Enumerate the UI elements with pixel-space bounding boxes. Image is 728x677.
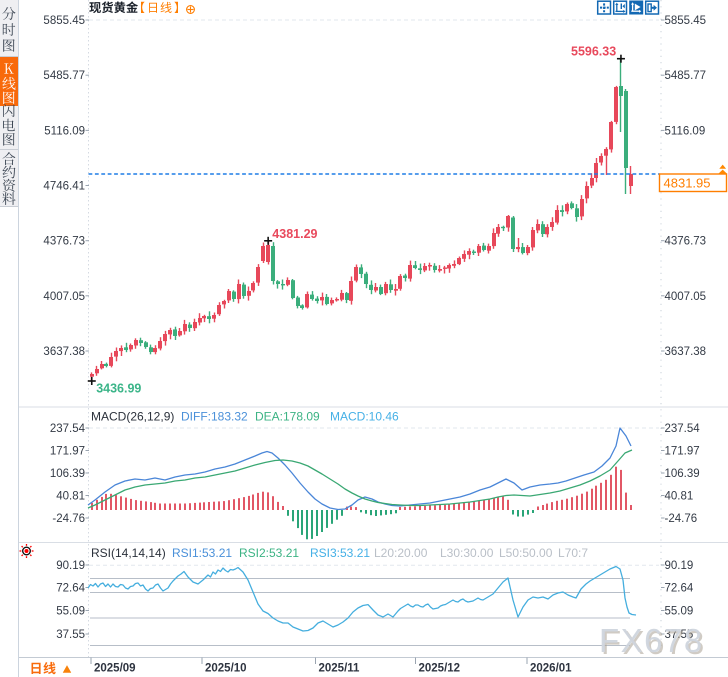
- svg-text:40.81: 40.81: [665, 491, 694, 503]
- svg-text:FX678: FX678: [599, 622, 704, 659]
- svg-text:5485.77: 5485.77: [665, 70, 707, 82]
- svg-text:RSI2:53.21: RSI2:53.21: [239, 546, 299, 560]
- svg-text:55.09: 55.09: [665, 606, 694, 618]
- svg-text:L30:30.00: L30:30.00: [440, 546, 494, 560]
- svg-text:106.39: 106.39: [665, 468, 700, 480]
- svg-text:-24.76: -24.76: [665, 513, 698, 525]
- svg-text:4007.05: 4007.05: [43, 291, 85, 303]
- svg-text:FX678: FX678: [601, 624, 706, 661]
- svg-text:55.09: 55.09: [56, 606, 85, 618]
- svg-text:4007.05: 4007.05: [665, 291, 707, 303]
- svg-text:RSI(14,14,14): RSI(14,14,14): [91, 546, 166, 560]
- svg-text:5596.33: 5596.33: [571, 45, 616, 59]
- svg-text:90.19: 90.19: [665, 560, 694, 572]
- svg-text:RSI1:53.21: RSI1:53.21: [172, 546, 232, 560]
- svg-text:237.54: 237.54: [665, 423, 701, 435]
- svg-text:3637.38: 3637.38: [43, 346, 85, 358]
- svg-text:3436.99: 3436.99: [96, 382, 141, 396]
- svg-text:37.55: 37.55: [665, 629, 694, 641]
- svg-text:4746.41: 4746.41: [43, 181, 85, 193]
- svg-text:2025/10: 2025/10: [205, 663, 247, 675]
- svg-text:5485.77: 5485.77: [43, 70, 85, 82]
- svg-text:5116.09: 5116.09: [44, 125, 85, 137]
- svg-text:4381.29: 4381.29: [272, 227, 317, 241]
- svg-text:2026/01: 2026/01: [530, 663, 572, 675]
- svg-text:237.54: 237.54: [50, 423, 86, 435]
- svg-text:37.55: 37.55: [56, 629, 85, 641]
- svg-text:L70:7: L70:7: [558, 546, 588, 560]
- svg-text:L20:20.00: L20:20.00: [374, 546, 428, 560]
- svg-text:106.39: 106.39: [50, 468, 85, 480]
- svg-text:2025/09: 2025/09: [94, 663, 136, 675]
- svg-text:72.64: 72.64: [665, 583, 694, 595]
- svg-text:4376.73: 4376.73: [665, 236, 707, 248]
- svg-text:171.97: 171.97: [665, 446, 700, 458]
- svg-text:90.19: 90.19: [56, 560, 85, 572]
- svg-text:72.64: 72.64: [56, 583, 85, 595]
- svg-text:-24.76: -24.76: [52, 513, 85, 525]
- svg-text:4376.73: 4376.73: [43, 236, 85, 248]
- svg-text:5116.09: 5116.09: [665, 125, 706, 137]
- svg-text:L50:50.00: L50:50.00: [499, 546, 553, 560]
- svg-text:RSI3:53.21: RSI3:53.21: [310, 546, 370, 560]
- svg-text:MACD:10.46: MACD:10.46: [330, 410, 399, 424]
- svg-text:2025/11: 2025/11: [319, 663, 361, 675]
- svg-text:3637.38: 3637.38: [665, 346, 707, 358]
- svg-text:DIFF:183.32: DIFF:183.32: [181, 410, 248, 424]
- svg-text:DEA:178.09: DEA:178.09: [255, 410, 320, 424]
- svg-text:MACD(26,12,9): MACD(26,12,9): [91, 410, 174, 424]
- svg-text:5855.45: 5855.45: [665, 15, 707, 27]
- svg-text:40.81: 40.81: [56, 491, 85, 503]
- svg-text:171.97: 171.97: [50, 446, 85, 458]
- svg-text:5855.45: 5855.45: [43, 15, 85, 27]
- svg-text:4831.95: 4831.95: [664, 176, 711, 191]
- svg-text:2025/12: 2025/12: [419, 663, 461, 675]
